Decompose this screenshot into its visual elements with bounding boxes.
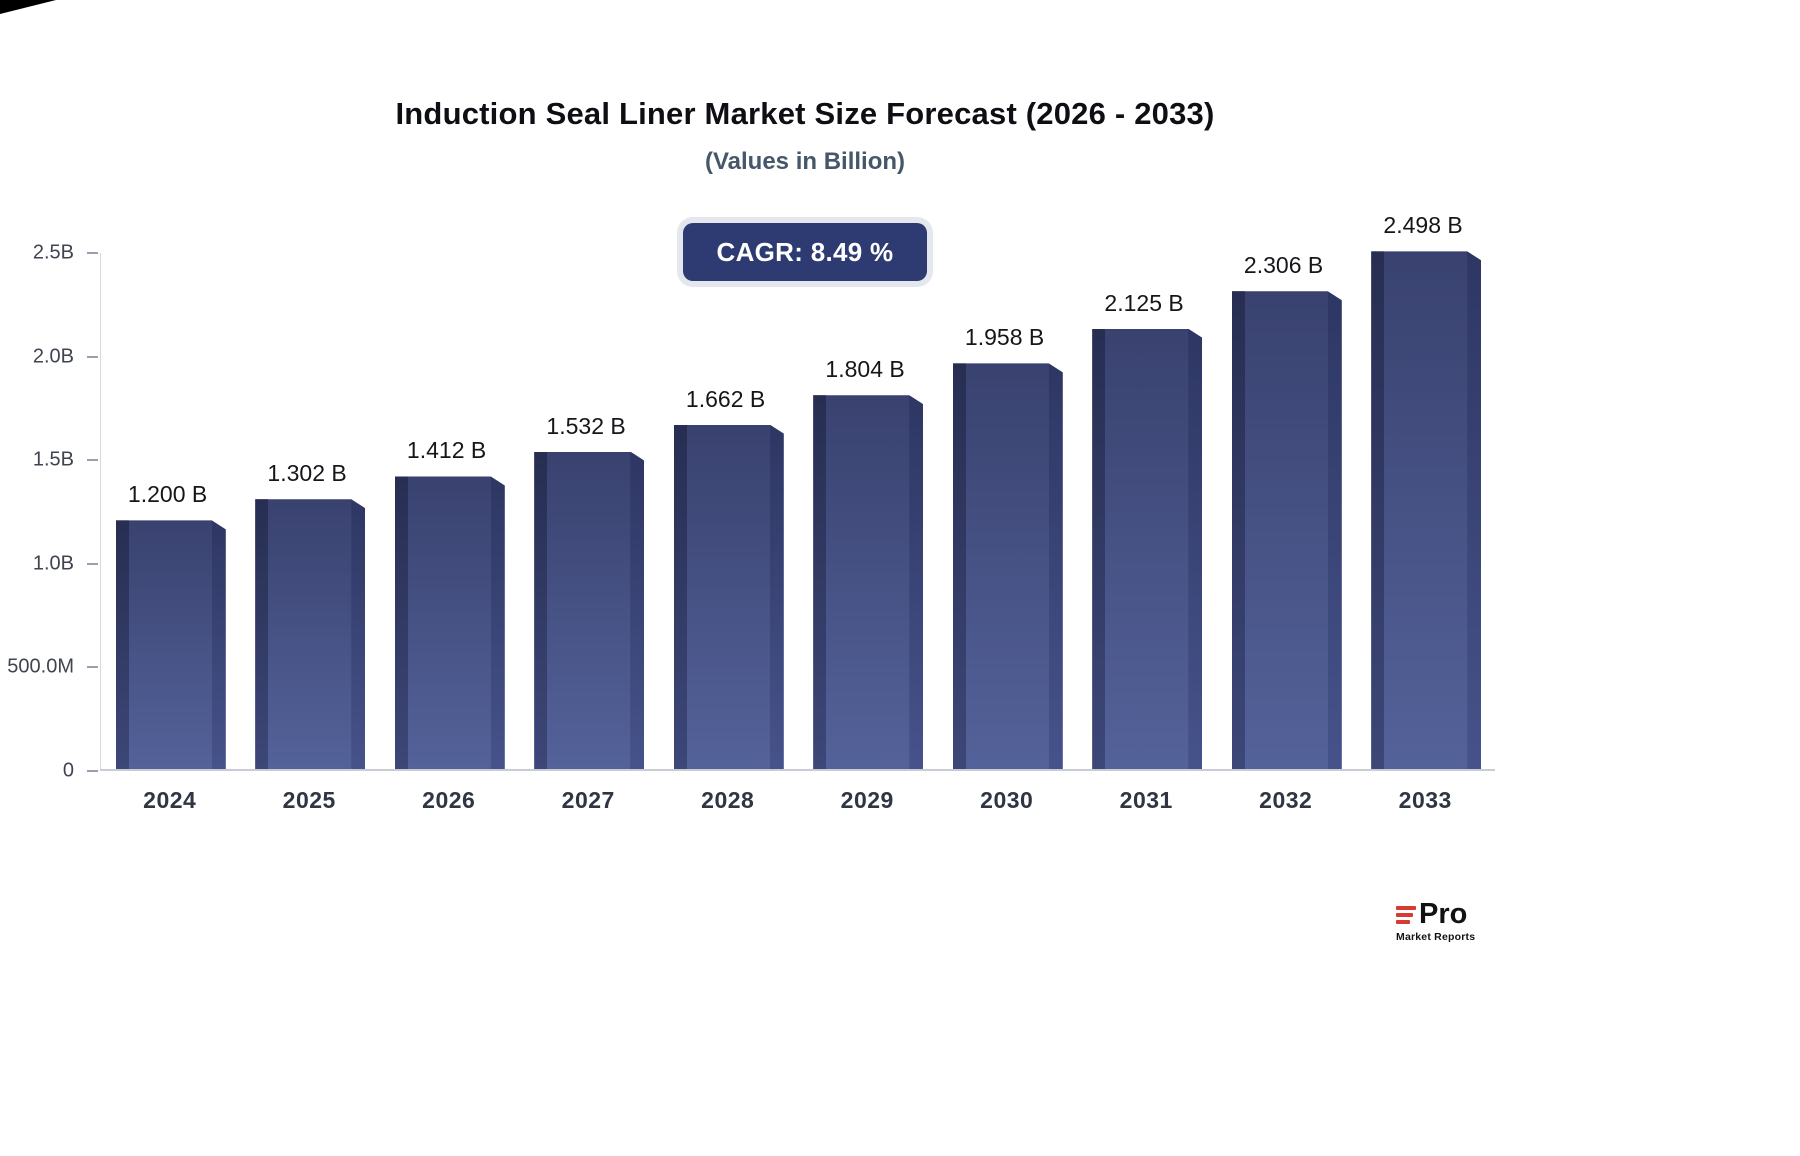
logo-stripes-icon bbox=[1396, 905, 1416, 924]
y-tick-label: 1.0B bbox=[32, 552, 74, 575]
bar-value-label: 1.532 B bbox=[546, 412, 626, 439]
bar-value-label: 1.958 B bbox=[964, 324, 1045, 351]
bar-group-2029: 1.804 B bbox=[799, 253, 939, 769]
x-tick-label: 2033 bbox=[1398, 787, 1452, 813]
bar-value-label: 1.412 B bbox=[406, 437, 487, 464]
bar-value-label: 1.302 B bbox=[267, 460, 347, 487]
bar-group-2033: 2.498 B bbox=[1357, 212, 1497, 769]
bar-group-2030: 1.958 B bbox=[938, 253, 1078, 769]
bar-group-2024: 1.200 B bbox=[101, 253, 241, 769]
bar-2027 bbox=[534, 451, 645, 769]
y-tick-mark bbox=[87, 666, 98, 669]
x-tick-label: 2031 bbox=[1119, 787, 1173, 813]
bar-2032 bbox=[1231, 291, 1342, 769]
y-tick-mark bbox=[87, 459, 98, 462]
y-axis-labels: 2.5B 2.0B 1.5B 1.0B 500.0M 0 bbox=[0, 242, 88, 782]
x-tick-label: 2032 bbox=[1259, 787, 1313, 813]
bar-2030 bbox=[952, 363, 1063, 769]
brand-logo: Pro Market Reports bbox=[1396, 900, 1506, 943]
y-tick-mark bbox=[87, 770, 98, 772]
bar-value-label: 2.306 B bbox=[1243, 252, 1324, 279]
x-tick-label: 2024 bbox=[143, 787, 197, 813]
bar-value-label: 1.200 B bbox=[127, 481, 208, 508]
bar-group-2032: 2.306 B bbox=[1217, 252, 1357, 769]
corner-fold-decoration bbox=[0, 0, 56, 14]
y-tick-label: 1.5B bbox=[32, 448, 74, 471]
y-tick-label: 500.0M bbox=[7, 655, 74, 678]
y-tick-mark bbox=[87, 355, 98, 358]
x-tick-label: 2028 bbox=[701, 787, 755, 813]
bar-group-2031: 2.125 B bbox=[1078, 253, 1218, 769]
x-tick-label: 2030 bbox=[980, 787, 1034, 813]
bar-2033 bbox=[1371, 251, 1482, 769]
logo-subtext: Market Reports bbox=[1396, 931, 1476, 943]
x-tick-label: 2029 bbox=[840, 787, 894, 813]
x-tick-label: 2026 bbox=[422, 787, 476, 813]
bar-value-label: 2.498 B bbox=[1383, 212, 1463, 239]
bar-value-label: 1.662 B bbox=[685, 385, 766, 412]
bar-2031 bbox=[1092, 328, 1203, 769]
y-tick-label: 2.5B bbox=[32, 241, 74, 264]
bar-group-2028: 1.662 B bbox=[659, 253, 799, 769]
bar-2029 bbox=[813, 395, 924, 769]
bar-group-2026: 1.412 B bbox=[380, 253, 520, 769]
bar-2028 bbox=[673, 424, 784, 769]
bar-group-2027: 1.532 B bbox=[520, 253, 660, 769]
bar-value-label: 1.804 B bbox=[825, 356, 905, 383]
logo-text: Pro bbox=[1419, 898, 1468, 930]
bar-2025 bbox=[255, 499, 366, 769]
plot-area: 1.200 B 1.302 B 1.412 B 1.532 B 1.662 B 1.804… bbox=[87, 212, 1497, 772]
x-tick-label: 2025 bbox=[282, 787, 336, 813]
bar-value-label: 2.125 B bbox=[1104, 289, 1184, 316]
y-tick-mark bbox=[87, 252, 98, 254]
y-tick-mark bbox=[87, 562, 98, 565]
bar-group-2025: 1.302 B bbox=[241, 253, 381, 769]
cagr-badge: CAGR: 8.49 % bbox=[683, 223, 927, 281]
x-tick-label: 2027 bbox=[561, 787, 615, 813]
bar-2024 bbox=[115, 520, 226, 769]
y-tick-label: 2.0B bbox=[32, 345, 74, 368]
chart-title: Induction Seal Liner Market Size Forecas… bbox=[395, 96, 1215, 131]
chart-subtitle: (Values in Billion) bbox=[704, 148, 906, 175]
y-tick-label: 0 bbox=[62, 759, 74, 782]
bar-2026 bbox=[394, 476, 505, 769]
cagr-badge-label: CAGR: 8.49 % bbox=[716, 236, 894, 267]
x-axis-labels: 2024 2025 2026 2027 2028 2029 2030 2031 2032 2033 bbox=[100, 787, 1495, 827]
